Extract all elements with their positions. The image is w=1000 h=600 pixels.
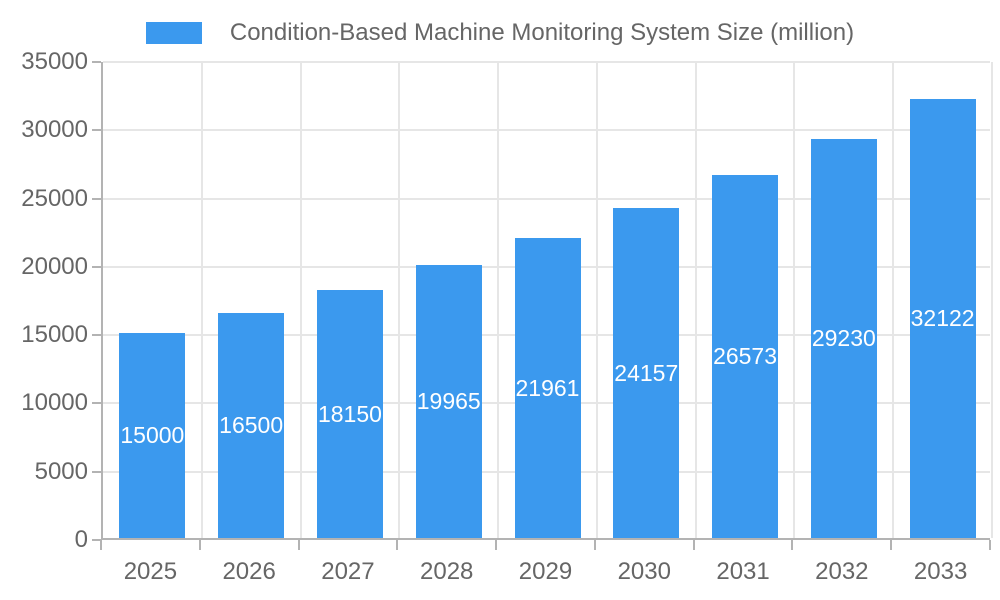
h-gridline	[103, 61, 990, 63]
y-tick-mark	[92, 334, 101, 337]
bar-value-label: 19965	[416, 388, 481, 415]
x-tick-mark	[791, 540, 794, 550]
x-tick-mark	[495, 540, 498, 550]
bar-2031[interactable]: 26573	[712, 175, 779, 538]
bar-2029[interactable]: 21961	[514, 238, 581, 538]
x-tick-label: 2025	[123, 558, 178, 585]
x-tick-label: 2031	[716, 558, 770, 585]
y-tick-mark	[92, 129, 101, 132]
y-tick-label: 20000	[21, 252, 88, 280]
y-tick-label: 35000	[21, 48, 88, 75]
v-gridline	[398, 62, 401, 538]
x-tick-mark	[890, 540, 893, 550]
bar-value-label: 24157	[614, 359, 679, 386]
y-tick-label: 30000	[21, 116, 88, 144]
bar-value-label: 29230	[811, 324, 876, 351]
bar-2032[interactable]: 29230	[810, 138, 877, 538]
y-tick-mark	[92, 197, 101, 200]
y-tick-mark	[92, 539, 101, 541]
bar-value-label: 21961	[515, 374, 580, 401]
bar-2027[interactable]: 18150	[316, 290, 383, 538]
legend[interactable]: Condition-Based Machine Monitoring Syste…	[0, 14, 1000, 52]
x-tick-label: 2027	[321, 558, 375, 585]
x-tick-label: 2032	[815, 558, 869, 585]
bar-value-label: 16500	[219, 411, 284, 438]
v-gridline	[694, 62, 697, 538]
v-gridline	[595, 62, 598, 538]
x-tick-label: 2030	[617, 558, 671, 585]
bar-value-label: 32122	[910, 305, 975, 332]
x-tick-mark	[198, 540, 201, 550]
bar-2026[interactable]: 16500	[218, 312, 285, 538]
v-gridline	[200, 62, 203, 538]
x-tick-mark	[692, 540, 695, 550]
y-tick-label: 5000	[34, 457, 88, 485]
legend-swatch	[145, 22, 202, 44]
x-tick-label: 2026	[222, 558, 276, 585]
y-tick-label: 15000	[21, 321, 88, 349]
v-gridline	[299, 62, 302, 538]
bar-value-label: 26573	[713, 343, 778, 370]
x-tick-mark	[297, 540, 300, 550]
y-tick-label: 25000	[21, 184, 88, 212]
x-tick-mark	[593, 540, 596, 550]
y-tick-mark	[92, 61, 101, 63]
bar-2030[interactable]: 24157	[613, 208, 680, 538]
x-tick-mark	[989, 540, 991, 550]
h-gridline	[103, 129, 990, 132]
x-tick-mark	[396, 540, 399, 550]
legend-label: Condition-Based Machine Monitoring Syste…	[229, 19, 855, 46]
x-tick-label: 2029	[518, 558, 573, 585]
x-tick-mark	[100, 540, 102, 550]
bar-2028[interactable]: 19965	[415, 265, 482, 538]
h-gridline	[103, 197, 990, 200]
bar-2033[interactable]: 32122	[909, 99, 976, 538]
y-tick-mark	[92, 470, 101, 473]
v-gridline	[991, 62, 993, 538]
plot-area: 15000 16500 18150 19965 21961 24157 26573 29230…	[101, 61, 993, 540]
v-gridline	[892, 62, 895, 538]
y-tick-label: 10000	[21, 389, 88, 417]
x-tick-label: 2033	[913, 558, 968, 585]
y-tick-mark	[92, 265, 101, 268]
bar-value-label: 18150	[317, 400, 382, 427]
x-tick-label: 2028	[420, 558, 474, 585]
v-gridline	[497, 62, 500, 538]
y-tick-label: 0	[74, 526, 88, 553]
bar-value-label: 15000	[120, 422, 185, 449]
bar-2025[interactable]: 15000	[119, 333, 186, 538]
y-tick-mark	[92, 402, 101, 405]
v-gridline	[793, 62, 796, 538]
